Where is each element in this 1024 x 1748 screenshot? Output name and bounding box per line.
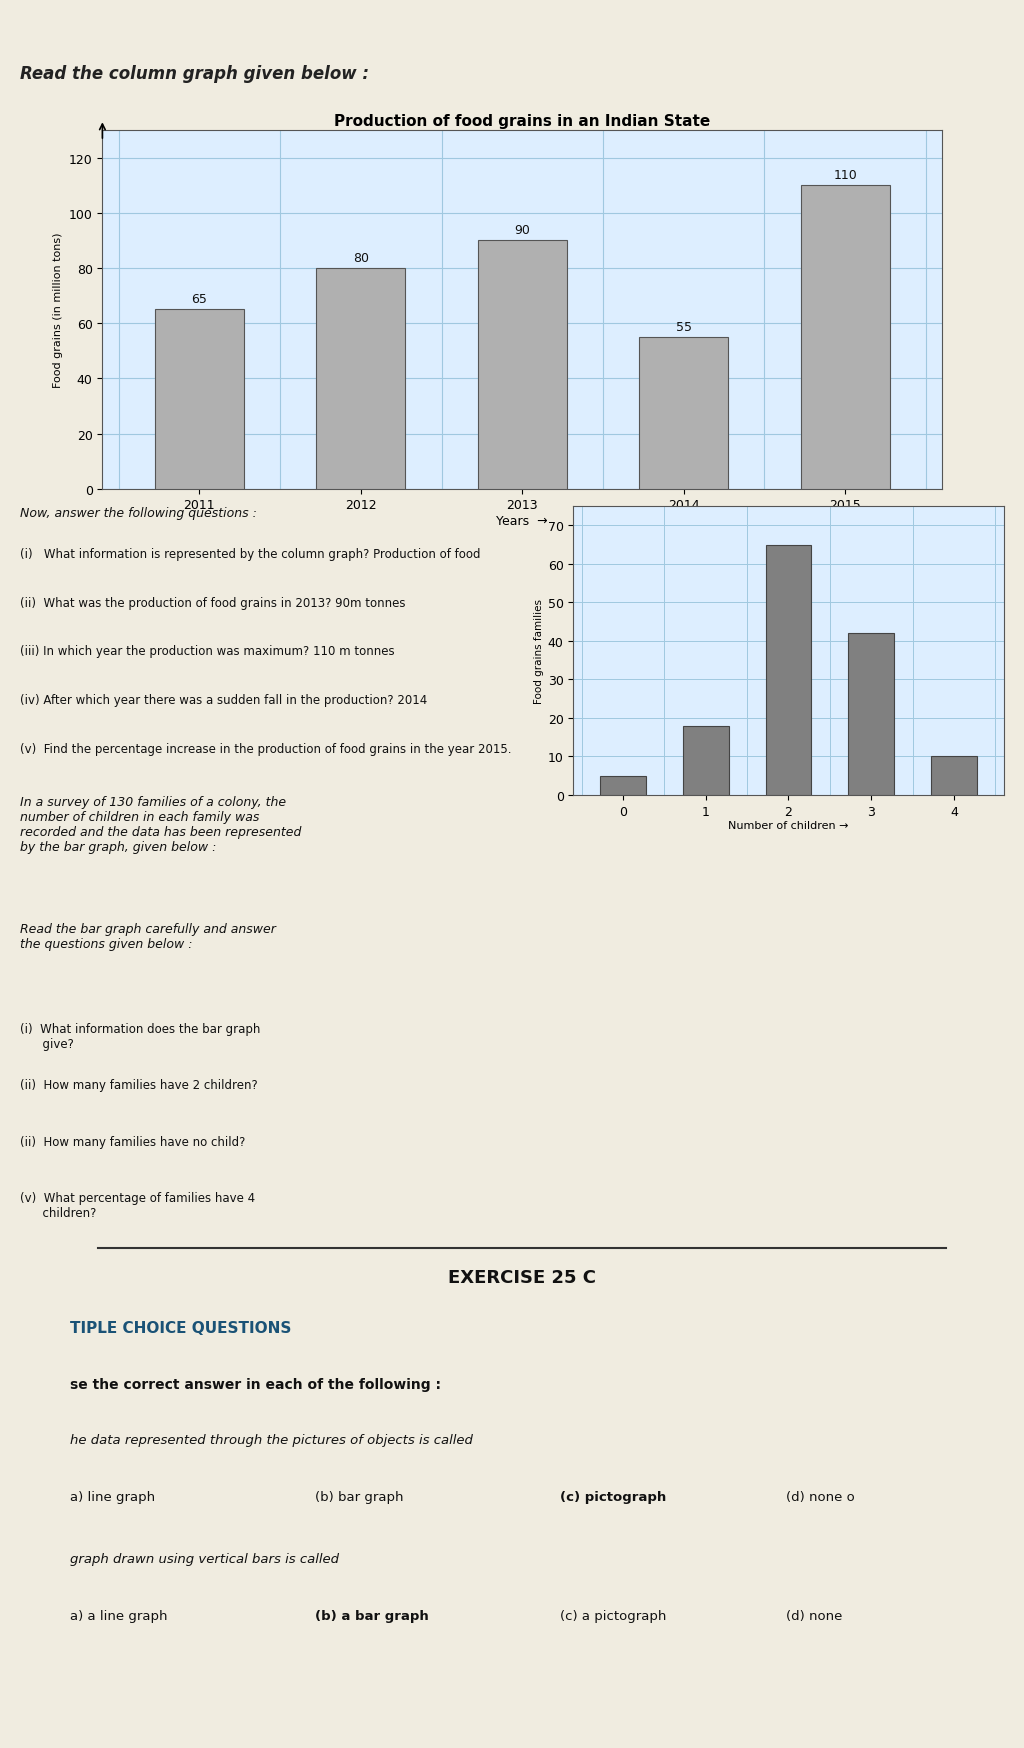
Y-axis label: Food grains families: Food grains families (534, 598, 544, 704)
Text: graph drawn using vertical bars is called: graph drawn using vertical bars is calle… (70, 1552, 339, 1564)
Bar (478, 241, 566, 489)
Text: 80: 80 (352, 252, 369, 264)
Bar (316, 269, 406, 489)
Text: (i)  What information does the bar graph
      give?: (i) What information does the bar graph … (20, 1023, 261, 1051)
Text: In a survey of 130 families of a colony, the
number of children in each family w: In a survey of 130 families of a colony,… (20, 795, 302, 853)
X-axis label: Number of children →: Number of children → (728, 822, 849, 830)
Bar (931, 757, 977, 795)
Text: (c) pictograph: (c) pictograph (560, 1489, 667, 1503)
Text: (ii)  How many families have no child?: (ii) How many families have no child? (20, 1134, 246, 1148)
Text: se the correct answer in each of the following :: se the correct answer in each of the fol… (70, 1377, 441, 1391)
Text: (iv) After which year there was a sudden fall in the production? 2014: (iv) After which year there was a sudden… (20, 694, 428, 706)
Text: (ii)  How many families have 2 children?: (ii) How many families have 2 children? (20, 1079, 258, 1092)
Bar (600, 776, 646, 795)
Text: (i)   What information is represented by the column graph? Production of food: (i) What information is represented by t… (20, 547, 481, 561)
Bar (683, 725, 728, 795)
Y-axis label: Food grains (in million tons): Food grains (in million tons) (53, 232, 63, 388)
Text: 110: 110 (834, 170, 857, 182)
Text: he data represented through the pictures of objects is called: he data represented through the pictures… (70, 1433, 473, 1446)
Text: (d) none o: (d) none o (786, 1489, 855, 1503)
Text: Read the bar graph carefully and answer
the questions given below :: Read the bar graph carefully and answer … (20, 923, 276, 951)
Text: 55: 55 (676, 320, 692, 334)
Text: TIPLE CHOICE QUESTIONS: TIPLE CHOICE QUESTIONS (70, 1320, 292, 1335)
Text: 90: 90 (514, 224, 530, 238)
Bar (766, 545, 811, 795)
Title: Production of food grains in an Indian State: Production of food grains in an Indian S… (334, 114, 711, 129)
X-axis label: Years  →: Years → (497, 516, 548, 528)
Text: (b) a bar graph: (b) a bar graph (315, 1608, 429, 1622)
Text: 65: 65 (191, 294, 207, 306)
Text: Now, answer the following questions :: Now, answer the following questions : (20, 507, 257, 519)
Text: EXERCISE 25 C: EXERCISE 25 C (449, 1269, 596, 1287)
Bar (155, 311, 244, 489)
Text: (b) bar graph: (b) bar graph (315, 1489, 403, 1503)
Text: (v)  What percentage of families have 4
      children?: (v) What percentage of families have 4 c… (20, 1192, 256, 1220)
Text: a) a line graph: a) a line graph (70, 1608, 168, 1622)
Text: a) line graph: a) line graph (70, 1489, 156, 1503)
Text: Read the column graph given below :: Read the column graph given below : (20, 65, 370, 82)
Bar (639, 337, 728, 489)
Text: (d) none: (d) none (786, 1608, 843, 1622)
Text: (iii) In which year the production was maximum? 110 m tonnes: (iii) In which year the production was m… (20, 645, 395, 657)
Text: (c) a pictograph: (c) a pictograph (560, 1608, 667, 1622)
Text: (v)  Find the percentage increase in the production of food grains in the year 2: (v) Find the percentage increase in the … (20, 743, 512, 755)
Text: (ii)  What was the production of food grains in 2013? 90m tonnes: (ii) What was the production of food gra… (20, 596, 406, 610)
Bar (801, 187, 890, 489)
Bar (849, 635, 894, 795)
